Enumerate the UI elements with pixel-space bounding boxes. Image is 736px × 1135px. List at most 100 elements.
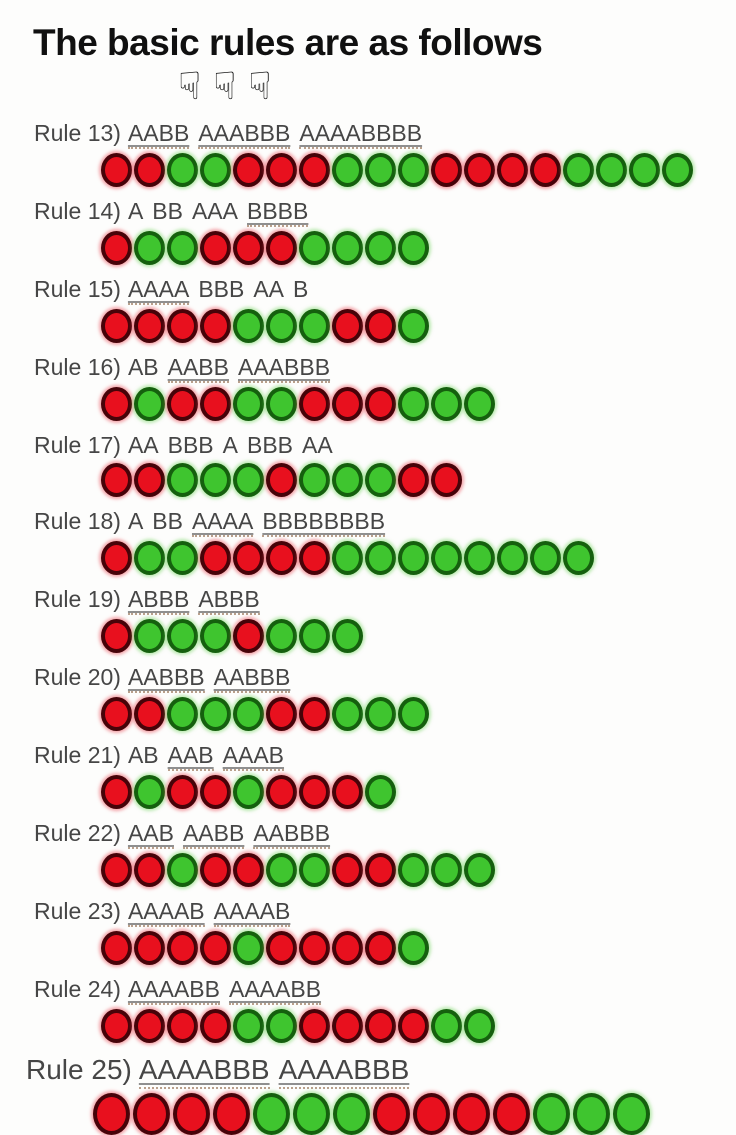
green-dot <box>398 697 429 731</box>
red-dot <box>365 387 396 421</box>
rule-pattern: AAAABB AAAABB <box>127 976 330 1005</box>
rule-label: Rule 19) <box>34 586 121 612</box>
rule-line: Rule 18) A BB AAAA BBBBBBBB <box>34 508 736 537</box>
red-dot <box>134 309 165 343</box>
pattern-group: BBB <box>198 276 245 302</box>
red-dot <box>299 775 330 809</box>
rule-pattern: AA BBB A BBB AA <box>128 432 342 458</box>
rule-block: Rule 22) AAB AABB AABBB <box>0 820 736 887</box>
green-dot <box>431 853 462 887</box>
red-dot <box>101 231 132 265</box>
rule-label: Rule 13) <box>34 120 121 146</box>
pattern-group: A <box>127 198 144 224</box>
green-dot <box>332 463 363 497</box>
rule-pattern: ABBB ABBB <box>127 586 269 615</box>
green-dot <box>200 697 231 731</box>
pattern-group: AABB <box>127 120 190 149</box>
green-dot <box>464 541 495 575</box>
red-dot <box>167 1009 198 1043</box>
green-dot <box>167 697 198 731</box>
red-dot <box>413 1093 450 1135</box>
red-dot <box>299 697 330 731</box>
rule-label: Rule 16) <box>34 354 121 380</box>
red-dot <box>453 1093 490 1135</box>
red-dot <box>134 697 165 731</box>
green-dot <box>333 1093 370 1135</box>
pattern-group: AAA <box>191 198 238 224</box>
pattern-group: AA <box>302 432 333 458</box>
green-dot <box>398 853 429 887</box>
red-dot <box>332 931 363 965</box>
green-dot <box>332 697 363 731</box>
pattern-group: AA <box>253 276 285 302</box>
pattern-group: BBB <box>167 432 214 458</box>
red-dot <box>101 619 132 653</box>
green-dot <box>299 463 330 497</box>
green-dot <box>134 619 165 653</box>
rule-block: Rule 25) AAAABBB AAAABBB <box>0 1054 736 1135</box>
green-dot <box>629 153 660 187</box>
red-dot <box>464 153 495 187</box>
green-dot <box>293 1093 330 1135</box>
green-dot <box>398 309 429 343</box>
dot-row <box>101 541 736 575</box>
rule-pattern: AABB AAABBB AAAABBBB <box>127 120 431 149</box>
red-dot <box>134 931 165 965</box>
red-dot <box>101 775 132 809</box>
red-dot <box>266 697 297 731</box>
red-dot <box>373 1093 410 1135</box>
rule-line: Rule 14) A BB AAA BBBB <box>34 198 736 227</box>
green-dot <box>233 463 264 497</box>
green-dot <box>431 541 462 575</box>
red-dot <box>365 309 396 343</box>
green-dot <box>233 1009 264 1043</box>
rule-pattern: AB AABB AAABBB <box>127 354 339 383</box>
green-dot <box>167 153 198 187</box>
green-dot <box>253 1093 290 1135</box>
red-dot <box>266 153 297 187</box>
red-dot <box>101 541 132 575</box>
red-dot <box>134 1009 165 1043</box>
rule-pattern: AABBB AABBB <box>127 664 299 693</box>
dot-row <box>101 853 736 887</box>
red-dot <box>365 931 396 965</box>
dot-row <box>93 1093 736 1135</box>
green-dot <box>167 463 198 497</box>
red-dot <box>167 775 198 809</box>
red-dot <box>299 541 330 575</box>
pattern-group: BB <box>152 508 183 534</box>
red-dot <box>530 153 561 187</box>
rule-block: Rule 23) AAAAB AAAAB <box>0 898 736 965</box>
pattern-group: AB <box>127 354 159 380</box>
rule-block: Rule 18) A BB AAAA BBBBBBBB <box>0 508 736 575</box>
pattern-group: AAB <box>167 742 214 771</box>
green-dot <box>365 541 396 575</box>
rule-label: Rule 20) <box>34 664 121 690</box>
green-dot <box>233 387 264 421</box>
page-title: The basic rules are as follows <box>33 22 543 63</box>
green-dot <box>464 853 495 887</box>
dot-row <box>101 697 736 731</box>
red-dot <box>101 387 132 421</box>
rule-block: Rule 19) ABBB ABBB <box>0 586 736 653</box>
green-dot <box>365 697 396 731</box>
pattern-group: AAAABBB <box>138 1054 270 1089</box>
pattern-group: AAAABB <box>127 976 220 1005</box>
red-dot <box>332 775 363 809</box>
green-dot <box>563 541 594 575</box>
red-dot <box>299 387 330 421</box>
green-dot <box>299 853 330 887</box>
dot-row <box>101 309 736 343</box>
red-dot <box>167 931 198 965</box>
red-dot <box>101 1009 132 1043</box>
red-dot <box>299 153 330 187</box>
green-dot <box>497 541 528 575</box>
green-dot <box>233 775 264 809</box>
red-dot <box>200 1009 231 1043</box>
red-dot <box>134 463 165 497</box>
green-dot <box>464 1009 495 1043</box>
green-dot <box>332 619 363 653</box>
green-dot <box>299 309 330 343</box>
red-dot <box>332 853 363 887</box>
rule-block: Rule 24) AAAABB AAAABB <box>0 976 736 1043</box>
